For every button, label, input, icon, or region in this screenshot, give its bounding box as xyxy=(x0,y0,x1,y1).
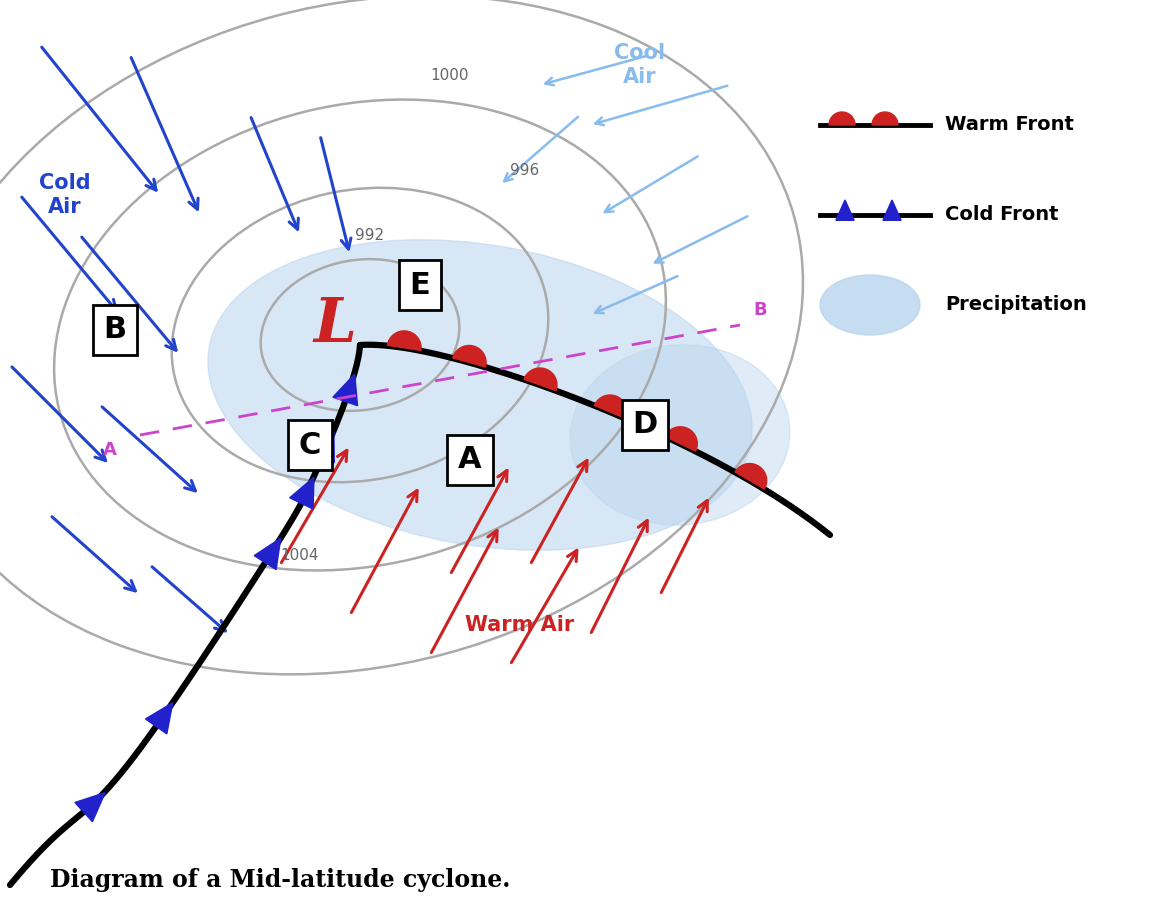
Text: Warm Front: Warm Front xyxy=(945,115,1073,135)
Text: C: C xyxy=(299,430,321,459)
Polygon shape xyxy=(665,426,697,451)
Text: Cold
Air: Cold Air xyxy=(40,174,91,217)
Polygon shape xyxy=(883,200,901,221)
Text: E: E xyxy=(410,271,430,299)
Text: 992: 992 xyxy=(355,228,384,243)
Polygon shape xyxy=(146,703,173,734)
Polygon shape xyxy=(595,395,627,418)
Polygon shape xyxy=(524,368,557,391)
Polygon shape xyxy=(836,200,854,221)
Ellipse shape xyxy=(208,240,752,550)
Polygon shape xyxy=(311,431,334,463)
Text: Precipitation: Precipitation xyxy=(945,296,1086,315)
Polygon shape xyxy=(75,792,105,822)
Ellipse shape xyxy=(820,275,920,335)
Text: D: D xyxy=(632,411,658,439)
Text: Cool
Air: Cool Air xyxy=(614,43,666,87)
Text: A: A xyxy=(103,441,117,459)
Polygon shape xyxy=(290,478,314,509)
Polygon shape xyxy=(255,538,280,569)
Polygon shape xyxy=(829,112,855,125)
Polygon shape xyxy=(333,374,357,405)
Polygon shape xyxy=(453,346,486,367)
Text: Diagram of a Mid-latitude cyclone.: Diagram of a Mid-latitude cyclone. xyxy=(50,868,510,892)
Polygon shape xyxy=(872,112,898,125)
Text: B: B xyxy=(104,316,126,345)
Text: 1004: 1004 xyxy=(280,548,319,563)
Text: 996: 996 xyxy=(510,163,540,178)
Text: 1000: 1000 xyxy=(430,68,468,83)
Text: L: L xyxy=(313,295,356,355)
Text: A: A xyxy=(458,446,482,475)
Ellipse shape xyxy=(570,345,790,525)
Text: Cold Front: Cold Front xyxy=(945,206,1058,224)
Text: B: B xyxy=(753,301,767,319)
Polygon shape xyxy=(735,464,766,490)
Polygon shape xyxy=(388,331,422,350)
Text: Warm Air: Warm Air xyxy=(465,615,575,635)
